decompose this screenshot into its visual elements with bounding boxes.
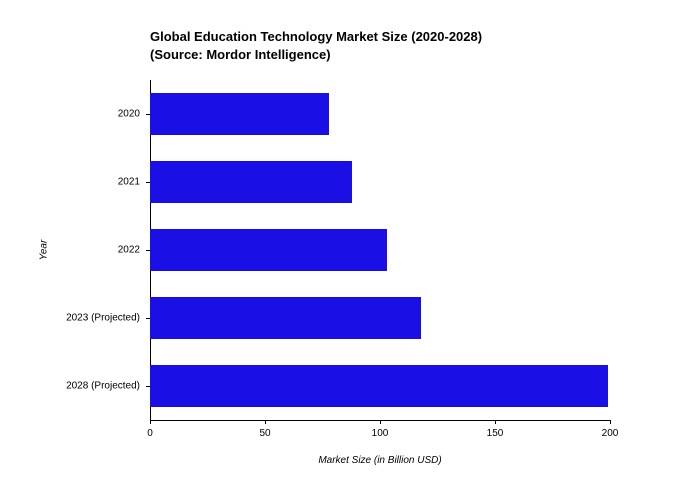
chart-title: Global Education Technology Market Size …: [150, 28, 482, 63]
y-tick-mark: [146, 386, 150, 387]
bar: [150, 229, 387, 271]
chart-title-line1: Global Education Technology Market Size …: [150, 29, 482, 44]
y-tick-mark: [146, 182, 150, 183]
x-tick-label: 150: [487, 428, 504, 439]
bar: [150, 365, 608, 407]
x-tick-mark: [380, 420, 381, 424]
y-tick-label: 2023 (Projected): [66, 313, 140, 324]
y-tick-mark: [146, 250, 150, 251]
x-tick-mark: [610, 420, 611, 424]
y-tick-label: 2028 (Projected): [66, 381, 140, 392]
x-tick-mark: [265, 420, 266, 424]
plot-area: [150, 80, 610, 420]
y-tick-mark: [146, 318, 150, 319]
x-tick-label: 0: [147, 428, 153, 439]
x-axis-title: Market Size (in Billion USD): [318, 455, 441, 466]
x-tick-label: 100: [372, 428, 389, 439]
y-tick-label: 2021: [118, 177, 140, 188]
bar: [150, 297, 421, 339]
y-tick-label: 2020: [118, 109, 140, 120]
y-axis-title: Year: [39, 240, 50, 261]
x-tick-label: 50: [259, 428, 270, 439]
x-tick-mark: [150, 420, 151, 424]
y-tick-mark: [146, 114, 150, 115]
chart-container: Global Education Technology Market Size …: [0, 0, 680, 500]
bar: [150, 161, 352, 203]
chart-title-line2: (Source: Mordor Intelligence): [150, 47, 331, 62]
y-tick-label: 2022: [118, 245, 140, 256]
x-tick-mark: [495, 420, 496, 424]
bar: [150, 93, 329, 135]
x-tick-label: 200: [602, 428, 619, 439]
